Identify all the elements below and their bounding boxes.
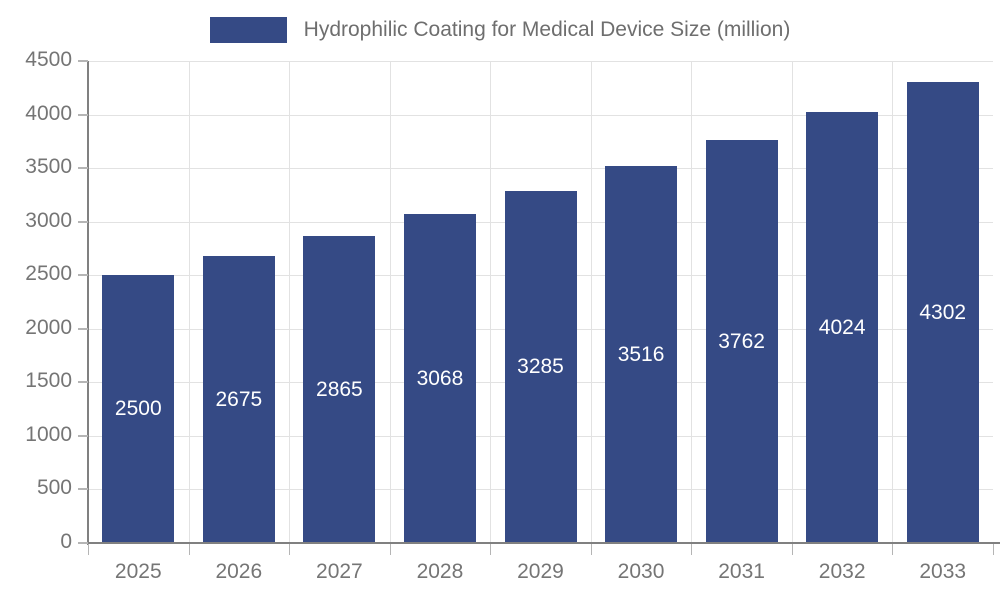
x-gridline — [590, 61, 592, 543]
x-gridline — [791, 61, 793, 543]
y-axis-line — [87, 61, 89, 545]
x-gridline — [490, 61, 492, 543]
x-tick-label: 2028 — [416, 560, 464, 583]
y-tick-label: 500 — [36, 476, 72, 500]
y-gridline — [88, 114, 993, 116]
bar-value-label: 2500 — [114, 397, 162, 421]
x-gridline — [188, 61, 190, 543]
y-tick-mark — [78, 113, 88, 116]
y-tick-mark — [78, 381, 88, 384]
x-tick-mark — [289, 544, 291, 555]
bar: 2500 — [102, 275, 175, 543]
x-tick-label: 2030 — [617, 560, 665, 583]
x-tick-mark — [188, 544, 190, 555]
x-gridline — [691, 61, 693, 543]
legend-swatch-icon — [209, 17, 287, 43]
y-gridline — [88, 61, 993, 62]
bar: 4024 — [806, 112, 879, 543]
y-tick-mark — [78, 220, 88, 223]
y-tick-label: 2000 — [25, 315, 72, 339]
bar: 3516 — [605, 166, 678, 543]
x-gridline — [389, 61, 391, 543]
x-tick-mark — [490, 544, 492, 555]
x-tick-label: 2027 — [316, 560, 363, 583]
bar-value-label: 4302 — [919, 300, 967, 324]
bar: 2865 — [303, 236, 376, 543]
y-tick-label: 1500 — [25, 369, 72, 393]
y-tick-label: 3000 — [25, 208, 72, 232]
x-tick-label: 2026 — [215, 560, 263, 583]
y-tick-mark — [78, 542, 88, 544]
x-gridline — [892, 61, 894, 543]
x-tick-mark — [590, 544, 592, 555]
bar: 3762 — [705, 140, 778, 543]
y-tick-label: 4000 — [25, 101, 72, 125]
bar-value-label: 2675 — [215, 387, 263, 411]
x-tick-label: 2031 — [718, 560, 765, 583]
plot-area: 2500 2675 2865 3068 3285 3516 3762 4024 4302 — [88, 61, 993, 543]
y-tick-label: 3500 — [25, 155, 72, 179]
legend-label: Hydrophilic Coating for Medical Device S… — [303, 18, 791, 41]
bar: 3285 — [504, 191, 577, 543]
bar: 2675 — [202, 256, 275, 543]
x-tick-mark — [993, 544, 994, 555]
y-tick-label: 4500 — [25, 48, 72, 71]
bar: 3068 — [403, 214, 476, 543]
y-tick-label: 2500 — [25, 262, 72, 286]
y-tick-mark — [78, 167, 88, 170]
x-tick-label: 2032 — [818, 560, 866, 583]
y-tick-mark — [78, 488, 88, 491]
bar-value-label: 4024 — [818, 315, 866, 339]
x-tick-mark — [389, 544, 391, 555]
x-tick-mark — [88, 544, 89, 555]
y-tick-label: 1000 — [25, 422, 72, 446]
chart-legend: Hydrophilic Coating for Medical Device S… — [0, 14, 1000, 46]
bar-value-label: 3068 — [416, 366, 464, 390]
y-tick-label: 0 — [60, 530, 72, 553]
bar-value-label: 3762 — [718, 329, 765, 353]
x-tick-mark — [691, 544, 693, 555]
y-tick-mark — [78, 327, 88, 330]
x-axis-line — [78, 542, 1000, 544]
x-tick-label: 2025 — [114, 560, 162, 583]
x-tick-mark — [791, 544, 793, 555]
x-tick-mark — [892, 544, 894, 555]
bar-value-label: 3285 — [517, 355, 564, 379]
x-tick-label: 2029 — [517, 560, 564, 583]
y-tick-mark — [78, 274, 88, 277]
bar-value-label: 3516 — [617, 342, 665, 366]
y-tick-mark — [78, 60, 88, 62]
x-gridline — [289, 61, 291, 543]
x-tick-label: 2033 — [919, 560, 967, 583]
bar-value-label: 2865 — [316, 377, 363, 401]
y-tick-mark — [78, 434, 88, 437]
bar: 4302 — [906, 82, 979, 543]
y-gridline — [88, 168, 993, 170]
